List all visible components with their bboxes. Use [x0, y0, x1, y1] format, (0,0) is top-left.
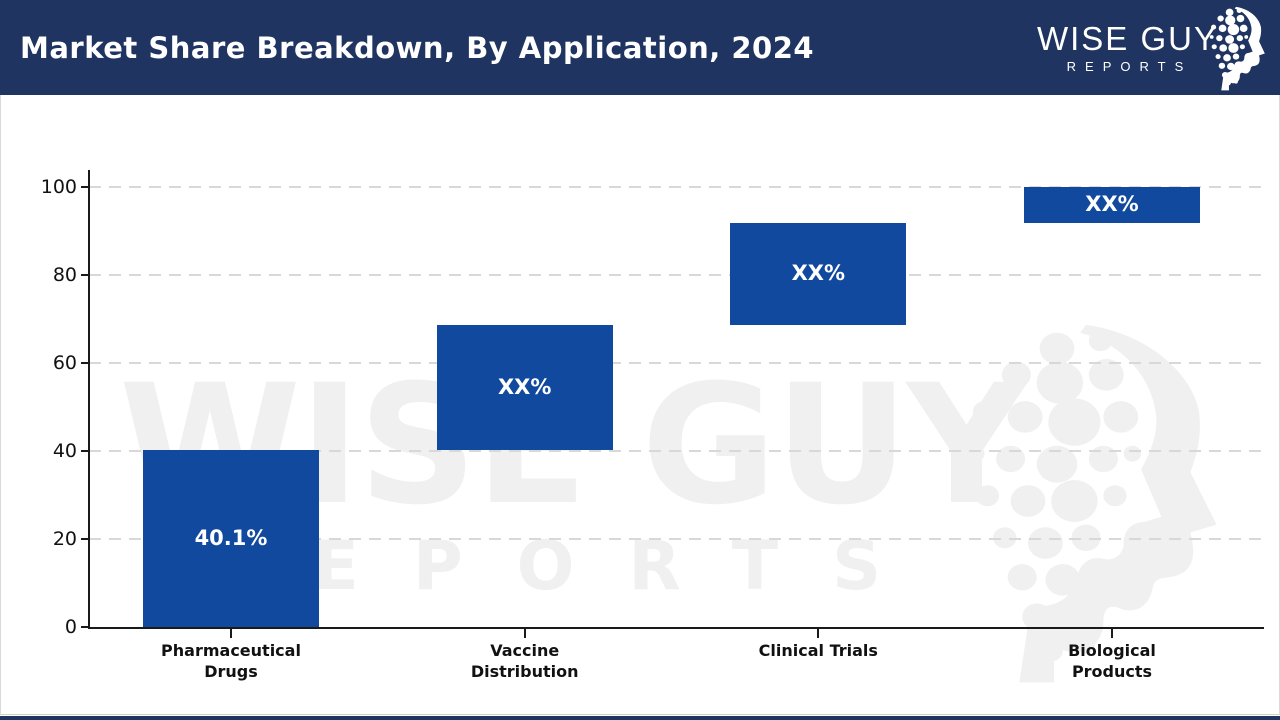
y-axis-tick [81, 273, 89, 276]
gridline [89, 449, 1263, 452]
x-axis-tick [230, 629, 232, 638]
gridline [89, 361, 1263, 364]
y-axis-line [88, 170, 90, 629]
wiseguy-logo-text: WISE GUY REPORTS [1036, 20, 1218, 75]
bar-biological-products [1024, 186, 1200, 224]
wiseguy-logo: WISE GUY REPORTS [1037, 4, 1268, 92]
x-axis-tick [523, 629, 526, 638]
logo-wordmark: WISE GUY [1036, 20, 1218, 57]
bar-vaccine-distribution [436, 324, 613, 451]
x-category-label: Vaccine Distribution [470, 641, 579, 681]
x-category-label: Clinical Trials [758, 641, 878, 660]
y-axis-tick-label: 0 [64, 616, 77, 638]
x-axis-tick [1111, 629, 1113, 638]
y-axis-tick [81, 361, 89, 364]
header: Market Share Breakdown, By Application, … [0, 0, 1280, 95]
y-axis-tick-label: 60 [52, 351, 77, 374]
chart-area: WISE GUY REPORTS 0 20 40 60 80 100 40.1% Pharma… [0, 95, 1280, 715]
bar-value-label: XX% [791, 261, 846, 286]
y-axis-tick-label: 40 [52, 439, 77, 462]
y-axis-tick-label: 80 [52, 263, 77, 286]
gridline [89, 273, 1263, 276]
gridline [89, 185, 1263, 188]
bar-value-label: 40.1% [194, 526, 268, 551]
y-axis-tick [81, 626, 89, 628]
bar-pharmaceutical-drugs [143, 450, 319, 627]
wiseguy-head-icon [1204, 5, 1268, 91]
y-axis-tick-label: 100 [40, 175, 77, 198]
logo-subtitle: REPORTS [1066, 59, 1193, 74]
x-axis-line [88, 627, 1264, 629]
page-title: Market Share Breakdown, By Application, … [20, 30, 815, 65]
watermark-head-icon [941, 317, 1231, 685]
bar-value-label: XX% [1085, 192, 1139, 217]
x-category-label: Pharmaceutical Drugs [161, 641, 301, 681]
x-axis-tick [817, 629, 820, 638]
y-axis-tick [81, 537, 89, 540]
bar-clinical-trials [730, 223, 907, 325]
bar-value-label: XX% [497, 375, 552, 400]
y-axis-tick [81, 449, 89, 452]
y-axis-tick-label: 20 [52, 527, 77, 550]
gridline [89, 537, 1263, 540]
x-category-label: Biological Products [1068, 641, 1156, 681]
footer-strip [0, 716, 1280, 720]
y-axis-tick [81, 185, 89, 188]
